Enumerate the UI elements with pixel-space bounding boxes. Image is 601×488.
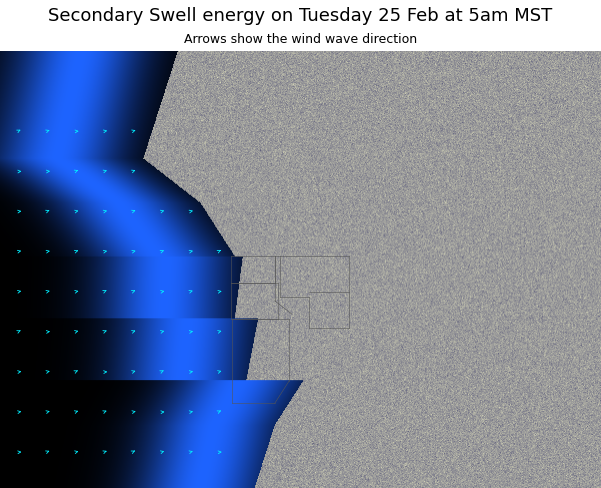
Text: Arrows show the wind wave direction: Arrows show the wind wave direction <box>184 34 417 46</box>
Text: Secondary Swell energy on Tuesday 25 Feb at 5am MST: Secondary Swell energy on Tuesday 25 Feb… <box>48 7 553 25</box>
